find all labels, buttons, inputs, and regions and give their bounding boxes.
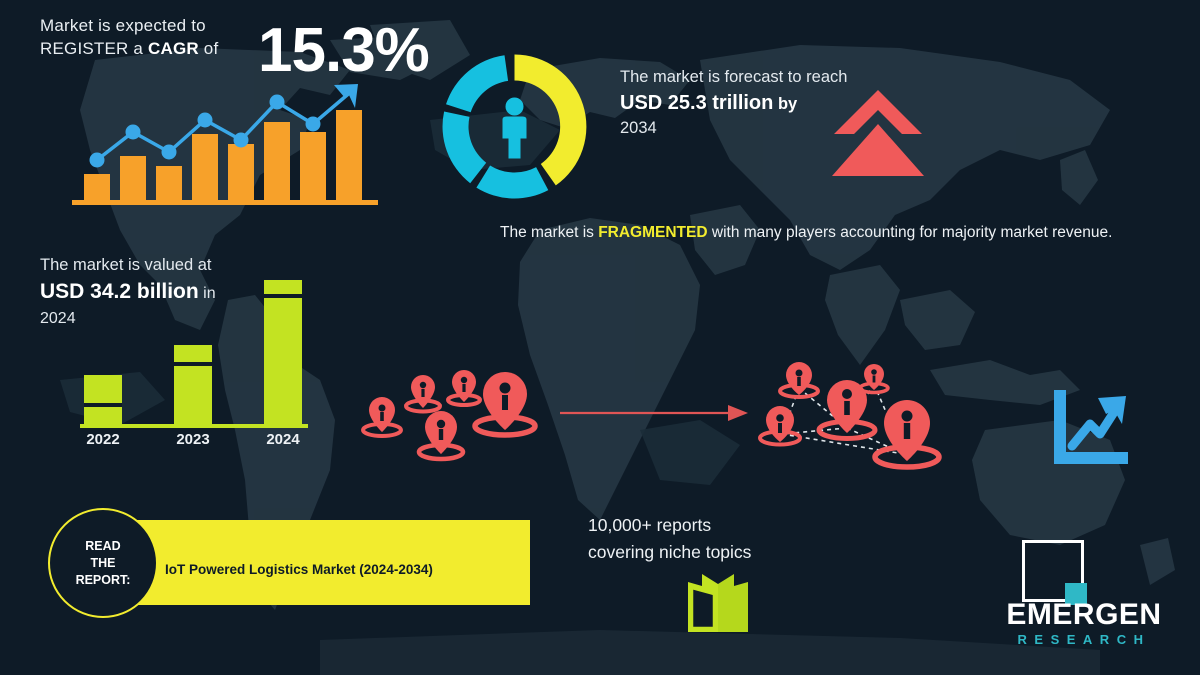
logo-brand-name: EMERGEN [1006, 598, 1162, 631]
forecast-text-block: The market is forecast to reach USD 25.3… [620, 66, 870, 140]
market-valuation-bar-chart: 2022 2023 2024 [80, 280, 308, 447]
cagr-line-1: Market is expected to [40, 16, 206, 35]
forecast-value: USD 25.3 trillion [620, 92, 774, 114]
logo-square-accent [1065, 583, 1087, 605]
fragmented-highlight: FRAGMENTED [598, 224, 708, 241]
tick-label-2022: 2022 [86, 431, 119, 447]
reports-text-block: 10,000+ reports covering niche topics [588, 512, 848, 566]
donut-segment-cyan-1 [476, 165, 549, 199]
trend-line-overlay [89, 84, 358, 168]
growth-trend-bar-chart [72, 84, 378, 205]
valuation-text-block: The market is valued at USD 34.2 billion… [40, 254, 370, 330]
cagr-value: 15.3% [258, 16, 430, 85]
right-arrow-icon [560, 405, 748, 421]
forecast-line-1: The market is forecast to reach [620, 68, 848, 86]
bar-divider-lines [84, 294, 302, 407]
growth-chart-icon [1054, 390, 1128, 464]
map-pin-cluster-scattered-icon [361, 370, 538, 462]
logo-square-outline [1022, 540, 1084, 602]
valuation-year: 2024 [40, 310, 76, 327]
badge-line-3: REPORT: [75, 572, 131, 587]
forecast-year: 2034 [620, 119, 657, 137]
bar-series [84, 280, 302, 425]
donut-segment-cyan-3 [446, 55, 509, 113]
read-report-badge[interactable]: READ THE REPORT: [48, 508, 158, 618]
tick-label-2023: 2023 [176, 431, 209, 447]
open-book-icon [688, 574, 748, 632]
trend-arrow-head [334, 84, 358, 108]
person-icon [502, 97, 527, 159]
x-axis-tick-labels: 2022 2023 2024 [86, 431, 300, 447]
market-share-donut-chart [442, 54, 587, 199]
badge-line-1: READ [85, 538, 121, 553]
cagr-keyword: CAGR [148, 39, 199, 58]
read-report-bar[interactable] [120, 520, 530, 605]
fragmented-pre: The market is [500, 224, 599, 241]
cagr-line2-pre: REGISTER a [40, 39, 149, 58]
donut-segments [442, 54, 587, 199]
valuation-line-1: The market is valued at [40, 256, 212, 274]
badge-line-2: THE [90, 555, 116, 570]
bar-chart-baseline [72, 200, 378, 205]
cagr-line2-post: of [198, 39, 219, 58]
fragmented-text-block: The market is FRAGMENTED with many playe… [500, 220, 1140, 245]
cagr-text-block: Market is expected to REGISTER a CAGR of… [40, 14, 440, 82]
valuation-in-label: in [198, 285, 216, 302]
donut-segment-yellow [514, 54, 587, 186]
valuation-value: USD 34.2 billion [40, 280, 199, 303]
donut-segment-cyan-2 [442, 111, 487, 184]
reports-line-2: covering niche topics [588, 542, 752, 562]
forecast-by-label: by [773, 95, 798, 113]
tick-label-2024: 2024 [266, 431, 300, 447]
logo-brand-subtitle: RESEARCH [1017, 632, 1151, 647]
read-report-badge-label: READ THE REPORT: [76, 538, 131, 589]
green-chart-baseline [80, 424, 308, 428]
reports-line-1: 10,000+ reports [588, 515, 712, 535]
double-up-triangle-icon [832, 90, 924, 176]
report-title[interactable]: IoT Powered Logistics Market (2024-2034) [165, 562, 433, 577]
cagr-line-2: REGISTER a CAGR of [40, 37, 440, 60]
map-pin-cluster-network-icon [758, 362, 942, 470]
bar-series [84, 110, 362, 200]
fragmented-post: with many players accounting for majorit… [707, 224, 1113, 241]
